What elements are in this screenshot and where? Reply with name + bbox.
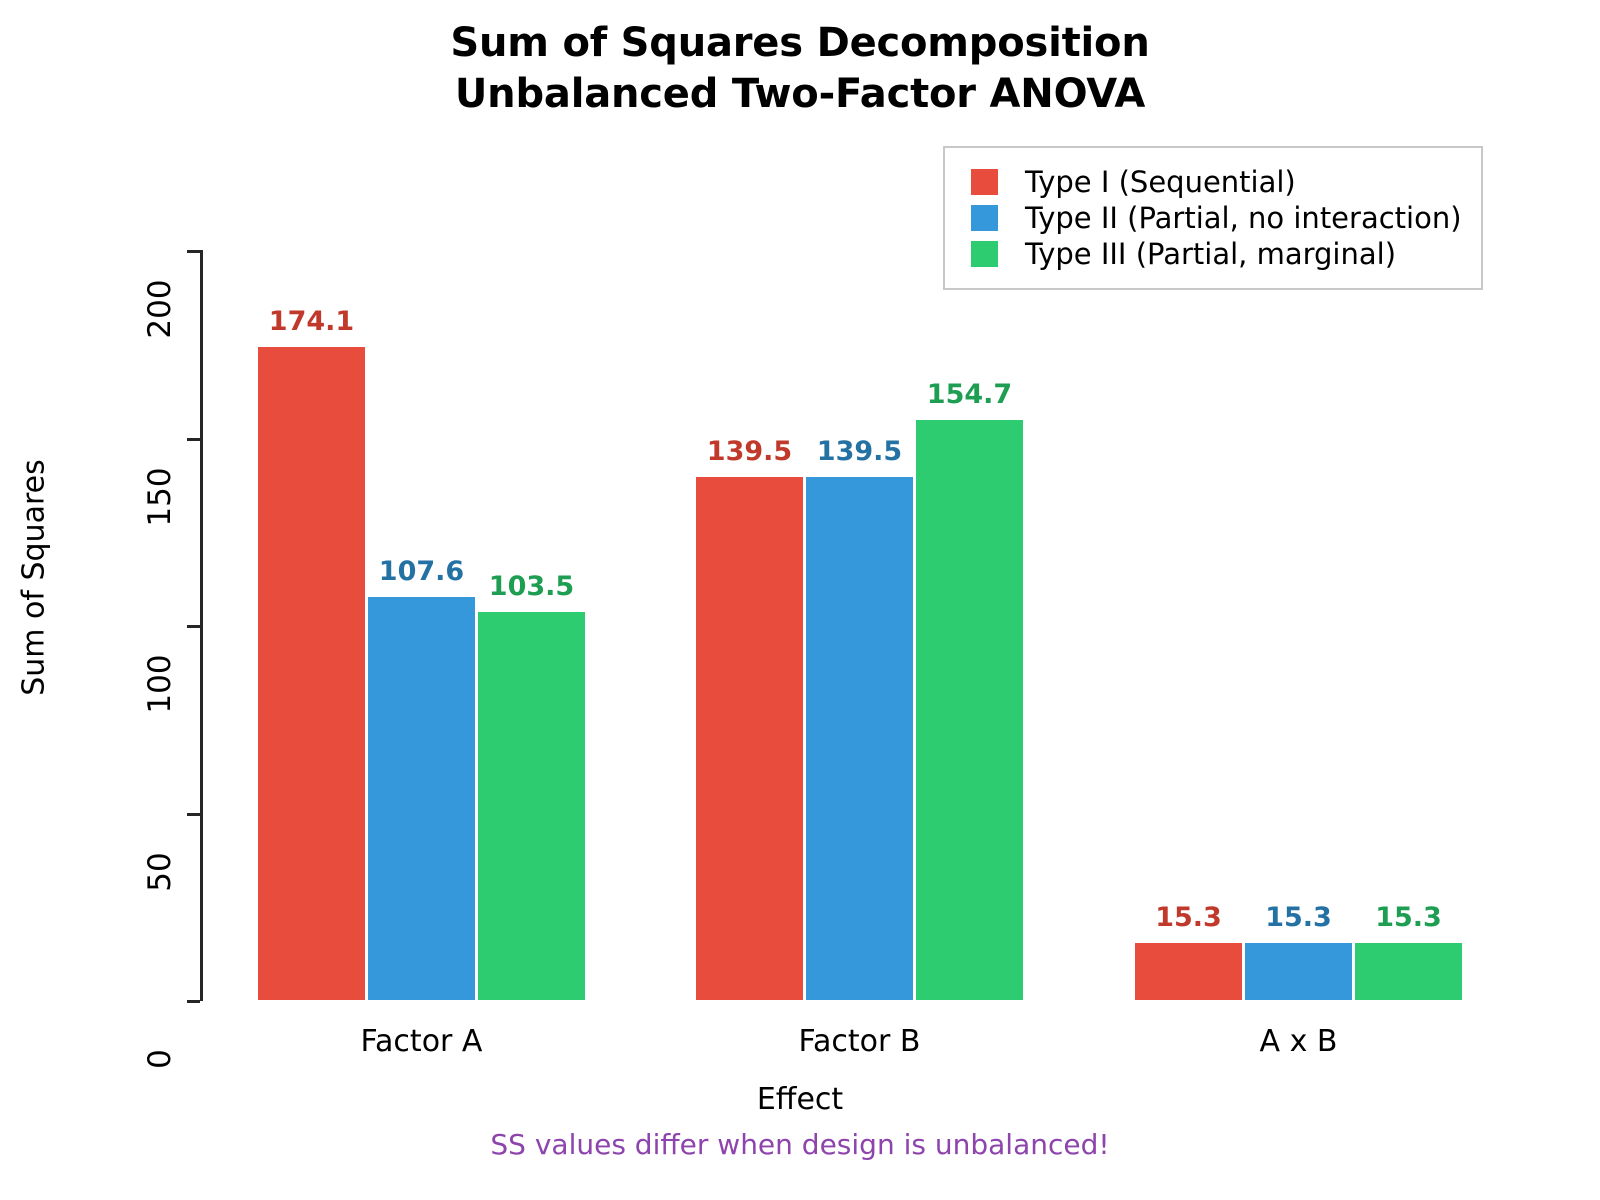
x-axis-tick-label: Factor A (360, 1024, 483, 1059)
legend-item[interactable]: Type III (Partial, marginal) (971, 236, 1469, 272)
y-axis-tick (187, 812, 200, 816)
legend-item-label: Type II (Partial, no interaction) (1025, 200, 1462, 235)
y-axis-tick-label: 50 (142, 851, 178, 892)
bar[interactable] (916, 419, 1023, 1000)
bar-value-label: 139.5 (706, 435, 793, 467)
y-axis-line (200, 250, 203, 1001)
y-axis-tick (187, 625, 200, 628)
bar[interactable] (1135, 942, 1242, 1000)
bar[interactable] (258, 347, 365, 1000)
bar-value-label: 15.3 (1375, 901, 1442, 933)
legend-item[interactable]: Type I (Sequential) (971, 164, 1469, 200)
y-axis-tick (187, 1000, 200, 1003)
legend-item-label: Type III (Partial, marginal) (1025, 236, 1397, 271)
bar[interactable] (368, 596, 475, 1000)
legend-swatch-icon (971, 241, 998, 267)
bar-value-label: 174.1 (268, 306, 355, 338)
y-axis-title: Sum of Squares (16, 459, 52, 696)
y-axis-tick (187, 437, 200, 441)
bar[interactable] (696, 476, 803, 1000)
bar-value-label: 15.3 (1155, 901, 1222, 933)
chart-title-line-1: Sum of Squares Decomposition (450, 20, 1150, 66)
chart-title: Sum of Squares Decomposition Unbalanced … (0, 18, 1600, 120)
bar-value-label: 107.6 (378, 555, 465, 587)
bar[interactable] (478, 611, 585, 1000)
x-axis-tick-label: Factor B (798, 1024, 921, 1059)
chart-annotation: SS values differ when design is unbalanc… (490, 1128, 1110, 1161)
bar-value-label: 15.3 (1265, 901, 1332, 933)
bar-value-label: 154.7 (926, 378, 1013, 410)
x-axis-title: Effect (756, 1082, 844, 1117)
bar[interactable] (806, 476, 913, 1000)
y-axis-tick (187, 250, 200, 253)
y-axis-tick-label: 100 (142, 654, 178, 714)
x-axis-tick-label: A x B (1259, 1024, 1338, 1059)
plot-area: 174.1 107.6 103.5 139.5 139.5 154.7 15.3 15.3 15… (202, 250, 1492, 1000)
y-axis-tick-label: 150 (142, 466, 178, 527)
chart-legend: Type I (Sequential) Type II (Partial, no … (943, 146, 1483, 290)
legend-swatch-icon (971, 169, 998, 195)
bar-value-label: 103.5 (488, 570, 575, 602)
legend-item[interactable]: Type II (Partial, no interaction) (971, 200, 1469, 236)
y-axis-tick-label: 200 (142, 279, 178, 339)
bar[interactable] (1245, 942, 1352, 1000)
legend-item-label: Type I (Sequential) (1025, 164, 1296, 199)
bar[interactable] (1355, 942, 1462, 1000)
bar-value-label: 139.5 (816, 435, 903, 467)
chart-title-line-2: Unbalanced Two-Factor ANOVA (454, 71, 1146, 118)
legend-swatch-icon (971, 205, 998, 231)
